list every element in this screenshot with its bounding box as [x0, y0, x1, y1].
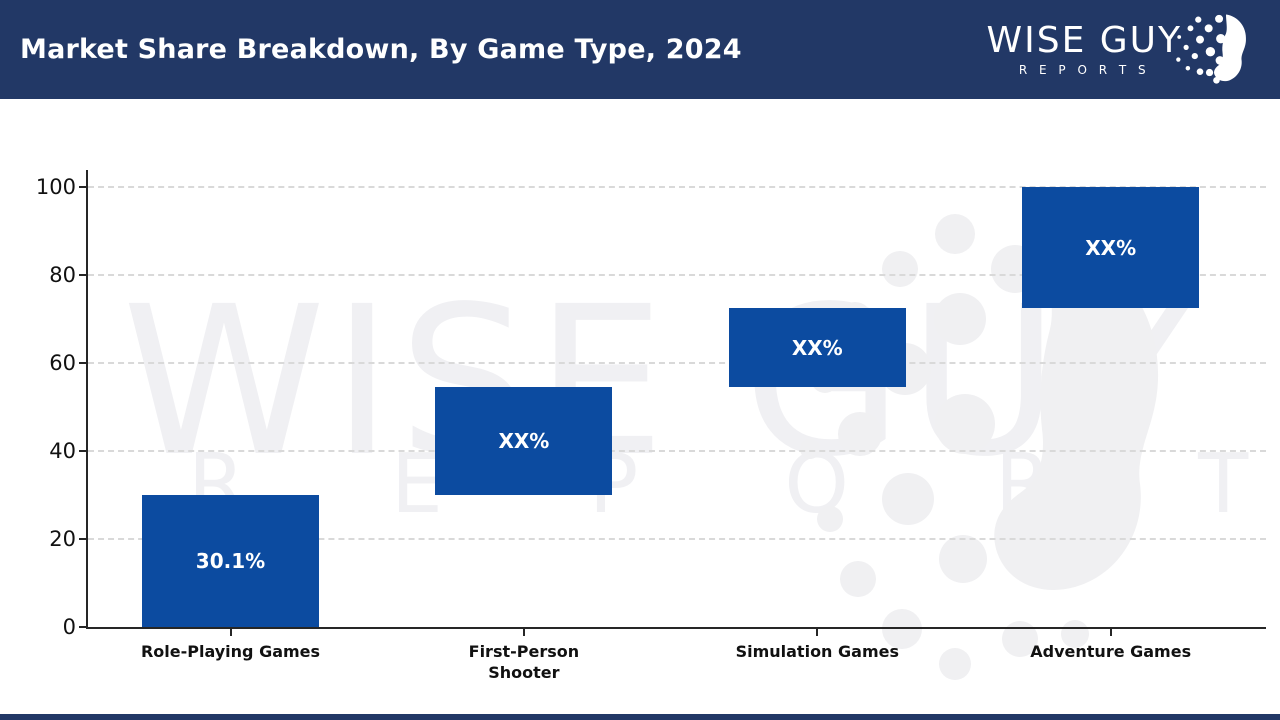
- bar-simulation-games: XX%: [728, 308, 906, 388]
- watermark-wordmark: WISE GUY: [122, 262, 1198, 502]
- gridline-60: [88, 362, 1266, 364]
- y-tick-label: 100: [35, 175, 76, 199]
- bar-adventure-games: XX%: [1022, 187, 1200, 308]
- y-tick-label: 80: [49, 263, 76, 287]
- gridline-80: [88, 274, 1266, 276]
- bar-value-label: XX%: [791, 335, 843, 360]
- x-category-label: Simulation Games: [735, 642, 899, 661]
- y-tick-label: 0: [62, 615, 76, 639]
- bar-value-label: 30.1%: [195, 548, 266, 573]
- logo-face-icon: [1176, 13, 1246, 84]
- x-tick-mark: [229, 629, 232, 636]
- bar-first-person-shooter: XX%: [435, 387, 613, 495]
- y-tick-mark: [79, 362, 86, 364]
- page-title: Market Share Breakdown, By Game Type, 20…: [20, 34, 742, 65]
- header-bar: Market Share Breakdown, By Game Type, 20…: [0, 0, 1280, 99]
- logo-wordmark: WISE GUY: [986, 20, 1182, 61]
- x-axis-line: [86, 627, 1266, 629]
- x-category-label: Role-Playing Games: [140, 642, 321, 661]
- y-tick-mark: [79, 186, 86, 188]
- bar-value-label: XX%: [1085, 235, 1137, 260]
- gridline-40: [88, 450, 1266, 452]
- footer-bar: [0, 714, 1280, 720]
- gridline-100: [88, 186, 1266, 188]
- y-tick-mark: [79, 274, 86, 276]
- logo-text: WISE GUY R E P O R T S: [986, 20, 1183, 77]
- x-tick-mark: [816, 629, 819, 636]
- y-tick-mark: [79, 626, 86, 628]
- y-axis-line: [86, 170, 88, 629]
- logo-subtitle: R E P O R T S: [1018, 63, 1150, 77]
- bar-role-playing-games: 30.1%: [142, 494, 319, 627]
- y-tick-label: 40: [49, 439, 76, 463]
- x-tick-mark: [1109, 629, 1112, 636]
- y-tick-label: 20: [49, 527, 76, 551]
- chart-area: WISE GUY R E P O R T S 02040608010030.1%…: [0, 99, 1280, 714]
- x-category-label: First-Person Shooter: [468, 642, 580, 682]
- x-category-label: Adventure Games: [1030, 642, 1192, 661]
- y-tick-label: 60: [49, 351, 76, 375]
- gridline-20: [88, 538, 1266, 540]
- y-tick-mark: [79, 450, 86, 452]
- bar-value-label: XX%: [498, 428, 550, 453]
- y-tick-mark: [79, 538, 86, 540]
- wise-guy-logo: WISE GUY R E P O R T S: [987, 8, 1253, 92]
- x-tick-mark: [522, 629, 525, 636]
